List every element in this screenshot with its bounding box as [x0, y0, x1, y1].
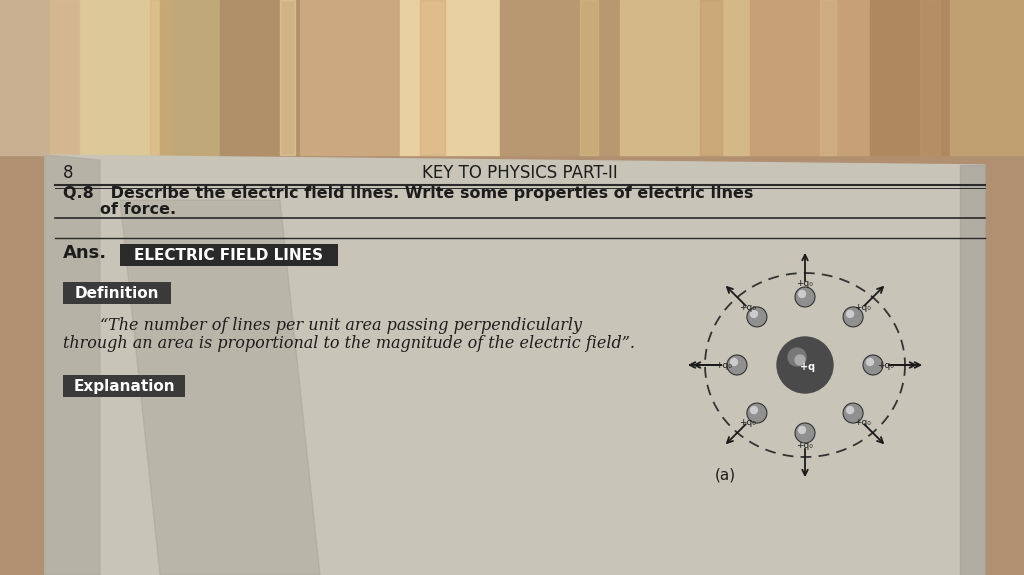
Circle shape	[751, 407, 758, 413]
Text: KEY TO PHYSICS PART-II: KEY TO PHYSICS PART-II	[422, 164, 617, 182]
Circle shape	[746, 307, 767, 327]
Polygon shape	[45, 155, 985, 575]
Text: through an area is proportional to the magnitude of the electric field”.: through an area is proportional to the m…	[63, 335, 635, 352]
Text: +q: +q	[801, 362, 815, 372]
Text: Definition: Definition	[75, 286, 160, 301]
Circle shape	[866, 358, 873, 366]
Bar	[50, 0, 80, 155]
Bar	[150, 0, 170, 155]
Bar	[620, 0, 750, 155]
Bar	[500, 0, 620, 155]
Bar	[300, 0, 400, 155]
Circle shape	[863, 355, 883, 375]
Text: 8: 8	[63, 164, 74, 182]
Bar	[160, 0, 220, 155]
Bar	[950, 0, 1024, 155]
Polygon shape	[45, 155, 100, 575]
Circle shape	[795, 355, 805, 365]
Bar	[700, 0, 722, 155]
Text: “The number of lines per unit area passing perpendicularly: “The number of lines per unit area passi…	[100, 317, 582, 334]
Text: +q₀: +q₀	[797, 279, 813, 289]
Text: +q₀: +q₀	[739, 303, 756, 312]
Bar	[80, 0, 160, 155]
Bar	[0, 0, 80, 155]
Circle shape	[843, 403, 863, 423]
Text: +q₀: +q₀	[797, 442, 813, 450]
Bar	[870, 0, 950, 155]
Text: Ans.: Ans.	[63, 244, 108, 262]
Bar	[220, 0, 300, 155]
Bar	[920, 0, 940, 155]
Circle shape	[847, 407, 854, 413]
Circle shape	[727, 355, 746, 375]
Circle shape	[847, 310, 854, 317]
FancyBboxPatch shape	[63, 375, 185, 397]
Circle shape	[843, 307, 863, 327]
Bar	[750, 0, 870, 155]
Text: +q₀: +q₀	[878, 361, 894, 370]
Circle shape	[788, 348, 806, 366]
Bar	[961, 165, 985, 575]
Circle shape	[777, 337, 833, 393]
FancyBboxPatch shape	[120, 244, 338, 266]
Circle shape	[751, 310, 758, 317]
Bar	[580, 0, 598, 155]
Text: +q₀: +q₀	[739, 418, 756, 427]
Text: of force.: of force.	[100, 202, 176, 217]
Bar	[280, 0, 295, 155]
Text: +q₀: +q₀	[854, 303, 870, 312]
FancyBboxPatch shape	[63, 282, 171, 304]
Circle shape	[795, 423, 815, 443]
Circle shape	[730, 358, 737, 366]
Text: Explanation: Explanation	[73, 378, 175, 393]
Text: +q₀: +q₀	[716, 361, 732, 370]
Text: Q.8   Describe the electric field lines. Write some properties of electric lines: Q.8 Describe the electric field lines. W…	[63, 186, 754, 201]
Text: +q₀: +q₀	[854, 418, 870, 427]
Circle shape	[799, 290, 806, 297]
Bar	[420, 0, 445, 155]
Bar	[820, 0, 836, 155]
Polygon shape	[120, 200, 319, 575]
Text: (a): (a)	[715, 467, 736, 482]
Bar	[400, 0, 500, 155]
Circle shape	[795, 287, 815, 307]
Circle shape	[746, 403, 767, 423]
Text: ELECTRIC FIELD LINES: ELECTRIC FIELD LINES	[134, 247, 324, 263]
Circle shape	[799, 427, 806, 434]
